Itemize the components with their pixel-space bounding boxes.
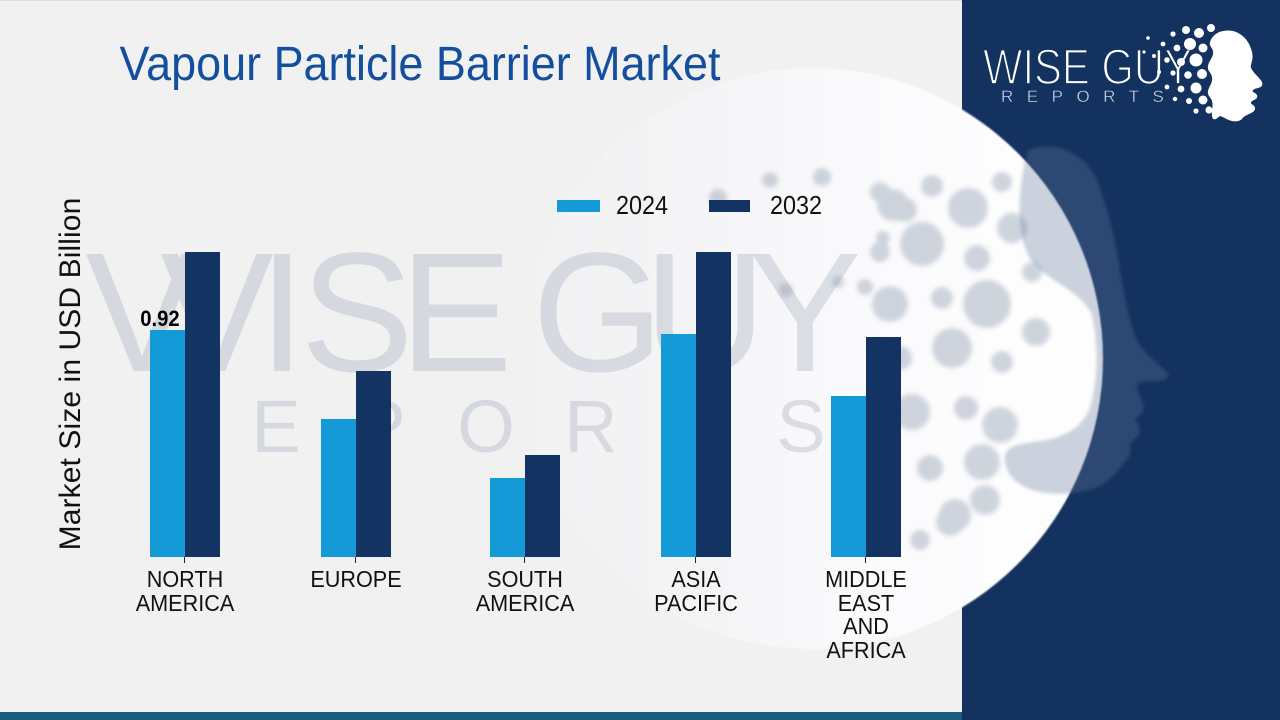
svg-text:E: E [399, 218, 512, 408]
svg-text:S: S [776, 385, 825, 468]
svg-text:REPORTS: REPORTS [1001, 87, 1177, 106]
svg-text:E: E [251, 385, 300, 468]
svg-text:I: I [258, 218, 305, 408]
svg-text:WISE GUY: WISE GUY [983, 39, 1192, 95]
svg-text:R: R [564, 385, 617, 468]
svg-text:Y: Y [748, 218, 861, 408]
svg-text:G: G [532, 218, 664, 408]
svg-text:O: O [457, 385, 515, 468]
